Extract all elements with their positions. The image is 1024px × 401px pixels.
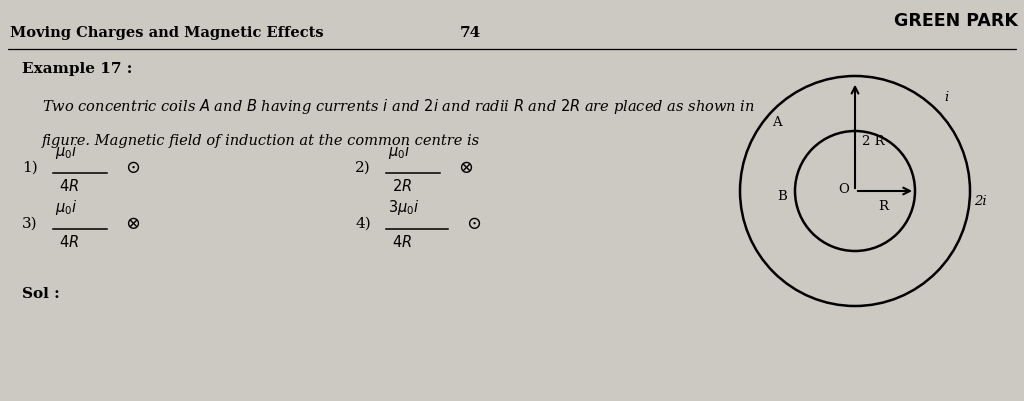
Text: $4R$: $4R$ [392,233,412,249]
Text: ⊙: ⊙ [466,215,481,233]
Text: A: A [772,116,781,129]
Text: Example 17 :: Example 17 : [22,62,132,76]
Text: 2i: 2i [974,195,987,208]
Text: $2R$: $2R$ [392,178,412,194]
Text: GREEN PARK: GREEN PARK [894,12,1018,30]
Text: Moving Charges and Magnetic Effects: Moving Charges and Magnetic Effects [10,26,324,40]
Text: $\mu_0 i$: $\mu_0 i$ [55,198,78,217]
Text: Two concentric coils $A$ and $B$ having currents $i$ and $2i$ and radii $R$ and : Two concentric coils $A$ and $B$ having … [42,97,755,116]
Text: ⊙: ⊙ [125,159,140,176]
Text: 74: 74 [460,26,480,40]
Text: ⊗: ⊗ [458,159,473,176]
Text: 3): 3) [22,217,38,231]
Text: $\mu_0 i$: $\mu_0 i$ [55,142,78,160]
Text: Sol :: Sol : [22,286,59,300]
Text: figure. Magnetic field of induction at the common centre is: figure. Magnetic field of induction at t… [42,134,480,148]
Text: R: R [878,200,888,213]
Text: $4R$: $4R$ [59,178,79,194]
Text: O: O [838,183,849,196]
Text: $4R$: $4R$ [59,233,79,249]
Text: 2 R: 2 R [862,135,885,148]
Text: ⊗: ⊗ [125,215,140,233]
Text: B: B [777,190,787,203]
Text: $3\mu_0 i$: $3\mu_0 i$ [388,198,420,217]
Text: 2): 2) [355,160,371,174]
Text: $\mu_0 i$: $\mu_0 i$ [388,142,411,160]
Text: 1): 1) [22,160,38,174]
Text: i: i [945,91,949,104]
Text: 4): 4) [355,217,371,231]
